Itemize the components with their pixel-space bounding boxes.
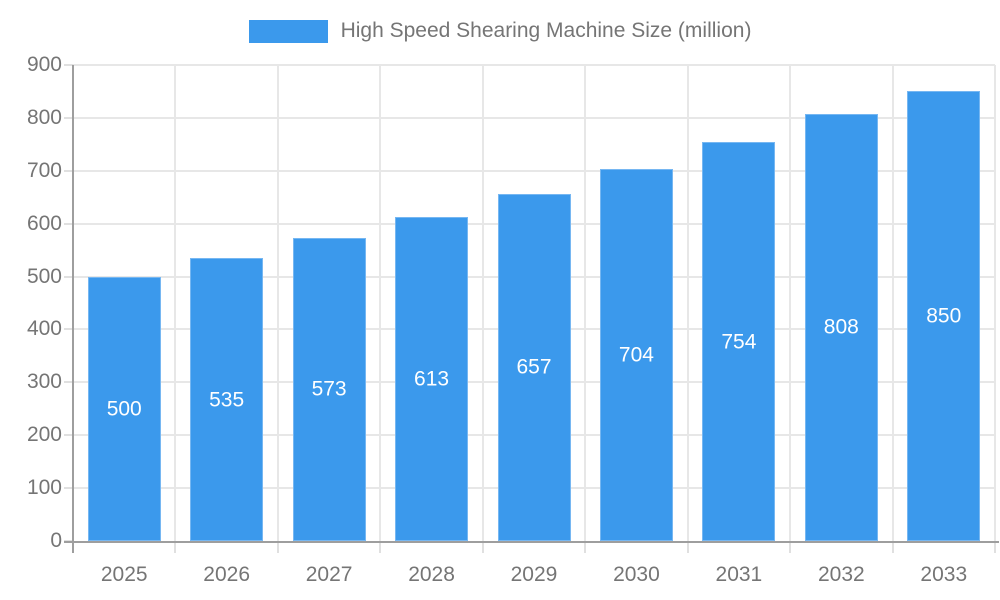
- bar-2033[interactable]: 850: [907, 91, 981, 541]
- bar-2027[interactable]: 573: [292, 237, 366, 541]
- y-tick-700: [64, 169, 73, 172]
- y-tick-500: [64, 275, 73, 278]
- y-axis-label-0: 0: [50, 529, 62, 552]
- bar-2030[interactable]: 704: [599, 168, 673, 541]
- x-axis-label-2027: 2027: [305, 563, 353, 586]
- y-axis-label-700: 700: [26, 158, 62, 182]
- x-axis-label-2029: 2029: [510, 563, 558, 586]
- bar-value-label-2026: 535: [209, 388, 245, 411]
- bar-2026[interactable]: 535: [190, 258, 264, 541]
- y-axis-label-800: 800: [26, 105, 62, 129]
- gridline-y-800: [73, 116, 995, 119]
- gridline-x-1: [174, 65, 177, 541]
- bar-value-label-2033: 850: [926, 304, 962, 328]
- x-axis-label-2032: 2032: [817, 563, 865, 586]
- gridline-x-8: [891, 65, 894, 541]
- x-axis-line: [64, 541, 999, 543]
- bar-2029[interactable]: 657: [497, 193, 571, 541]
- gridline-x-3: [379, 65, 382, 541]
- y-axis-label-500: 500: [26, 264, 62, 288]
- y-tick-100: [64, 487, 73, 490]
- bar-value-label-2032: 808: [823, 315, 859, 339]
- y-axis-label-300: 300: [26, 370, 62, 394]
- gridline-x-5: [584, 65, 587, 541]
- gridline-x-9: [994, 65, 996, 541]
- y-axis-label-100: 100: [26, 476, 62, 500]
- gridline-y-700: [73, 169, 995, 172]
- bar-2028[interactable]: 613: [395, 216, 469, 541]
- bar-value-label-2028: 613: [414, 367, 450, 391]
- y-axis-label-600: 600: [26, 211, 62, 235]
- y-tick-200: [64, 434, 73, 437]
- x-tick-9: [994, 541, 996, 553]
- bar-2025[interactable]: 500: [87, 276, 161, 541]
- bar-value-label-2025: 500: [106, 397, 142, 421]
- x-axis-label-2025: 2025: [100, 563, 148, 586]
- x-axis-label-2026: 2026: [203, 563, 251, 586]
- y-tick-300: [64, 381, 73, 384]
- bar-value-label-2027: 573: [311, 377, 347, 401]
- x-axis-label-2031: 2031: [715, 563, 763, 586]
- bar-value-label-2030: 704: [618, 343, 654, 367]
- y-axis-label-200: 200: [26, 423, 62, 447]
- x-tick-5: [584, 541, 587, 553]
- y-tick-900: [64, 64, 73, 66]
- gridline-y-900: [73, 64, 995, 66]
- gridline-x-7: [789, 65, 792, 541]
- x-axis-label-2033: 2033: [920, 563, 968, 586]
- y-axis-line: [72, 65, 74, 553]
- x-axis-label-2028: 2028: [408, 563, 455, 586]
- x-tick-7: [789, 541, 792, 553]
- bar-2032[interactable]: 808: [804, 113, 878, 541]
- y-tick-800: [64, 116, 73, 119]
- x-tick-8: [891, 541, 894, 553]
- y-axis-label-900: 900: [26, 53, 62, 76]
- bar-value-label-2031: 754: [721, 330, 757, 354]
- bar-value-label-2029: 657: [516, 355, 552, 379]
- x-tick-2: [276, 541, 279, 553]
- x-axis-label-2030: 2030: [613, 563, 660, 586]
- x-tick-6: [686, 541, 689, 553]
- legend-label: High Speed Shearing Machine Size (millio…: [340, 19, 752, 42]
- gridline-x-2: [276, 65, 279, 541]
- y-tick-600: [64, 222, 73, 225]
- y-axis-label-400: 400: [26, 317, 62, 341]
- bar-2031[interactable]: 754: [702, 142, 776, 541]
- gridline-x-6: [686, 65, 689, 541]
- gridline-x-4: [481, 65, 484, 541]
- x-tick-3: [379, 541, 382, 553]
- y-tick-400: [64, 328, 73, 331]
- x-tick-4: [481, 541, 484, 553]
- x-tick-1: [174, 541, 177, 553]
- legend-swatch: [248, 19, 328, 43]
- chart-legend[interactable]: High Speed Shearing Machine Size (millio…: [0, 19, 1000, 43]
